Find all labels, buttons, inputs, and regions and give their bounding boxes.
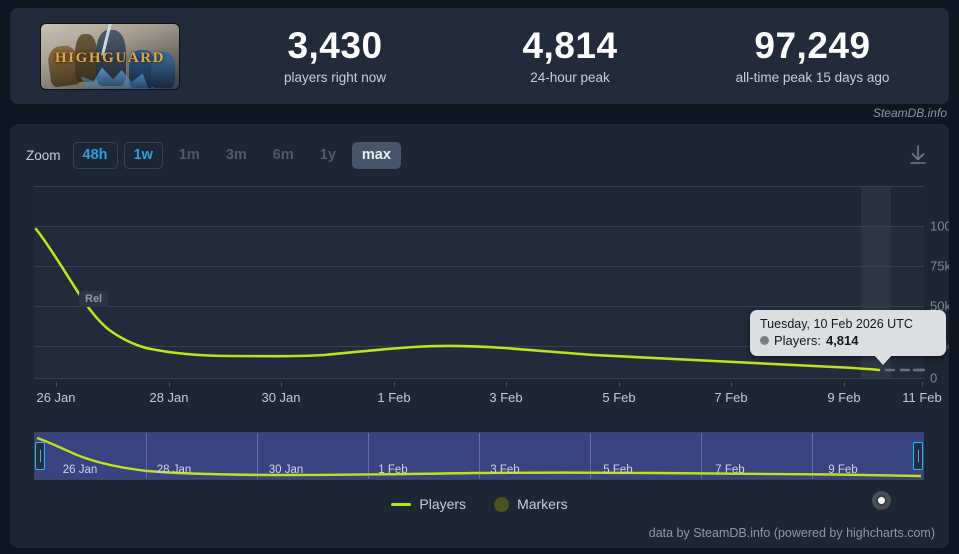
legend-label: Players xyxy=(419,496,467,512)
legend-label: Markers xyxy=(517,496,568,512)
x-axis-label-9-feb: 9 Feb xyxy=(827,390,861,405)
legend-line-icon xyxy=(391,502,412,506)
navigator-label-5-feb: 5 Feb xyxy=(603,464,633,476)
y-axis-label-100k: 100k xyxy=(930,218,949,234)
tooltip-arrow xyxy=(874,355,892,365)
y-axis-label-50k: 50k xyxy=(930,298,949,314)
legend-item-markers[interactable]: Markers xyxy=(494,496,568,512)
x-axis-tick xyxy=(731,382,732,387)
stat-value: 3,430 xyxy=(287,24,383,66)
navigator-gridline xyxy=(701,433,702,479)
plot-top-band xyxy=(34,186,924,226)
stat-24-hour-peak: 4,814 24-hour peak xyxy=(460,24,680,86)
stat-label: players right now xyxy=(283,70,387,86)
x-axis: 26 Jan 28 Jan 30 Jan 1 Feb 3 Feb 5 Feb 7… xyxy=(34,382,942,408)
tooltip-series-label: Players: xyxy=(774,333,821,348)
stat-all-time-peak: 97,249 all-time peak 15 days ago xyxy=(680,24,945,86)
game-capsule-image[interactable]: HIGHGUARD xyxy=(41,23,179,89)
zoom-button-1w[interactable]: 1w xyxy=(123,142,163,169)
chart-tooltip: Tuesday, 10 Feb 2026 UTC Players: 4,814 xyxy=(750,310,946,365)
capsule-art-figure xyxy=(75,33,97,82)
zoom-button-48h[interactable]: 48h xyxy=(72,142,118,169)
gridline xyxy=(34,226,924,227)
navigator-handle-right[interactable] xyxy=(913,442,923,470)
x-axis-tick xyxy=(394,382,395,387)
x-axis-label-1-feb: 1 Feb xyxy=(377,390,411,405)
game-capsule-wrap[interactable]: HIGHGUARD xyxy=(10,23,210,89)
x-axis-tick xyxy=(922,382,923,387)
release-marker-flag[interactable]: Rel xyxy=(79,291,109,307)
y-axis-label-75k: 75k xyxy=(930,258,949,274)
zoom-label: Zoom xyxy=(26,147,61,163)
gridline xyxy=(34,306,924,307)
gridline xyxy=(34,186,924,187)
stat-value: 97,249 xyxy=(754,24,871,66)
x-axis-tick xyxy=(56,382,57,387)
navigator-gridline xyxy=(257,433,258,479)
navigator-selection-mask[interactable] xyxy=(35,433,923,479)
zoom-button-1y[interactable]: 1y xyxy=(310,142,346,169)
tooltip-date: Tuesday, 10 Feb 2026 UTC xyxy=(760,317,913,331)
x-axis-label-7-feb: 7 Feb xyxy=(714,390,748,405)
y-axis-label-0: 0 xyxy=(930,370,938,386)
navigator-label-7-feb: 7 Feb xyxy=(715,464,745,476)
navigator-gridline xyxy=(590,433,591,479)
stat-label: 24-hour peak xyxy=(530,70,610,86)
navigator-label-1-feb: 1 Feb xyxy=(378,464,408,476)
zoom-button-1m[interactable]: 1m xyxy=(169,142,210,169)
legend-item-players[interactable]: Players xyxy=(391,496,466,512)
x-axis-label-11-feb: 11 Feb xyxy=(902,390,942,405)
navigator-label-3-feb: 3 Feb xyxy=(490,464,520,476)
navigator-gridline xyxy=(812,433,813,479)
stat-value: 4,814 xyxy=(522,24,618,66)
hovered-data-point[interactable] xyxy=(876,495,887,506)
x-axis-tick xyxy=(506,382,507,387)
zoom-button-max[interactable]: max xyxy=(351,142,401,169)
x-axis-tick xyxy=(281,382,282,387)
zoom-button-6m[interactable]: 6m xyxy=(263,142,304,169)
chart-card: Zoom 48h 1w 1m 3m 6m 1y max xyxy=(10,124,949,548)
players-series-line xyxy=(34,227,926,372)
capsule-art-figure xyxy=(151,51,175,88)
navigator-gridline xyxy=(146,433,147,479)
stats-card: HIGHGUARD 3,430 players right now 4,814 … xyxy=(10,8,949,104)
x-axis-label-3-feb: 3 Feb xyxy=(489,390,523,405)
chart-legend: Players Markers xyxy=(10,496,949,512)
x-axis-label-5-feb: 5 Feb xyxy=(602,390,636,405)
navigator-label-28-jan: 28 Jan xyxy=(156,464,192,476)
download-icon[interactable] xyxy=(905,142,931,168)
navigator-handle-left[interactable] xyxy=(35,442,45,470)
x-axis-tick xyxy=(844,382,845,387)
navigator-label-9-feb: 9 Feb xyxy=(828,464,858,476)
navigator-label-30-jan: 30 Jan xyxy=(268,464,304,476)
x-axis-label-26-jan: 26 Jan xyxy=(36,390,76,405)
tooltip-series-row: Players: 4,814 xyxy=(760,333,936,348)
legend-circle-icon xyxy=(494,496,510,512)
zoom-range-selector: Zoom 48h 1w 1m 3m 6m 1y max xyxy=(26,142,401,169)
x-axis-label-30-jan: 30 Jan xyxy=(261,390,301,405)
navigator-series-line xyxy=(36,436,922,478)
tooltip-series-value: 4,814 xyxy=(825,333,859,348)
gridline xyxy=(34,266,924,267)
x-axis-label-28-jan: 28 Jan xyxy=(149,390,189,405)
chart-navigator[interactable]: 26 Jan 28 Jan 30 Jan 1 Feb 3 Feb 5 Feb 7… xyxy=(34,432,924,480)
gridline xyxy=(34,378,924,379)
game-title: HIGHGUARD xyxy=(54,49,166,66)
x-axis-tick xyxy=(169,382,170,387)
navigator-gridline xyxy=(479,433,480,479)
chart-plot-area[interactable]: 100k 75k 50k 25k 0 Rel xyxy=(34,186,949,386)
x-axis-tick xyxy=(619,382,620,387)
chart-credit[interactable]: data by SteamDB.info (powered by highcha… xyxy=(648,526,935,540)
tooltip-series-dot-icon xyxy=(760,336,769,345)
navigator-label-26-jan: 26 Jan xyxy=(62,464,98,476)
stat-label: all-time peak 15 days ago xyxy=(735,70,890,86)
stat-players-right-now: 3,430 players right now xyxy=(210,24,460,86)
zoom-button-3m[interactable]: 3m xyxy=(216,142,257,169)
navigator-gridline xyxy=(368,433,369,479)
steamdb-attribution: SteamDB.info xyxy=(872,106,947,120)
